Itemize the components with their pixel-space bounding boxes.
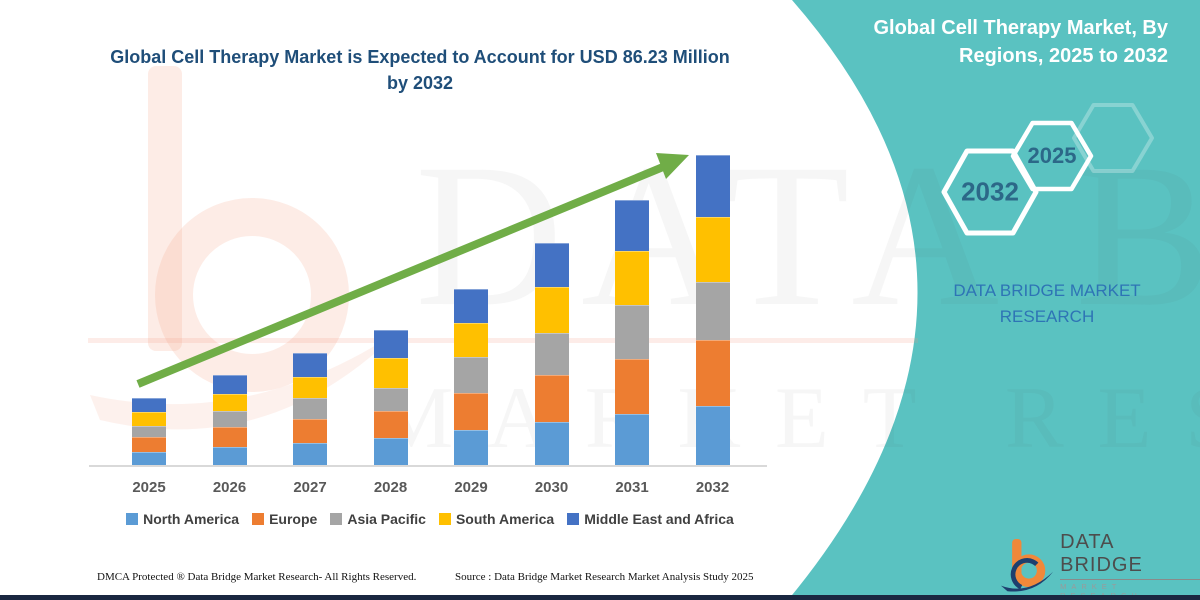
- bar-segment: [293, 418, 327, 444]
- source-note: Source : Data Bridge Market Research Mar…: [455, 571, 754, 583]
- side-panel-title: Global Cell Therapy Market, By Regions, …: [873, 17, 1168, 67]
- legend-swatch: [252, 513, 265, 525]
- dmca-notice: DMCA Protected ® Data Bridge Market Rese…: [97, 571, 417, 583]
- bar-segment: [454, 430, 488, 465]
- page-title: Global Cell Therapy Market is Expected t…: [110, 47, 730, 94]
- hexagon-2025: [1010, 120, 1094, 192]
- bar-segment: [373, 387, 408, 412]
- x-axis-label: 2032: [695, 479, 730, 496]
- bar-segment: [373, 437, 408, 465]
- footer-logo: DATA BRIDGE MARKET RESEARCH: [1000, 531, 1200, 600]
- bar-segment: [695, 405, 730, 465]
- x-axis-label: 2031: [615, 479, 649, 496]
- bar-segment: [534, 421, 569, 465]
- bar-segment: [132, 452, 166, 465]
- legend-label: South America: [455, 511, 555, 527]
- legend-item: Middle East and Africa: [567, 511, 734, 527]
- brand-text: DATA BRIDGE MARKET RESEARCH: [953, 281, 1141, 327]
- x-axis-label: 2026: [212, 479, 247, 496]
- legend-swatch: [567, 513, 580, 525]
- stacked-bar-2025: [132, 398, 166, 465]
- legend-label: Asia Pacific: [347, 511, 426, 527]
- bar-segment: [132, 437, 166, 453]
- bar-segment: [212, 447, 247, 465]
- bar-segment: [293, 398, 327, 419]
- hexagon-2032-label: 2032: [961, 176, 1019, 207]
- bar-segment: [132, 412, 166, 427]
- data-bridge-b-icon: [1000, 538, 1054, 592]
- bar-segment: [695, 282, 730, 341]
- hexagon-2032: [941, 148, 1039, 236]
- bar-segment: [615, 413, 649, 465]
- legend-label: Middle East and Africa: [584, 511, 734, 527]
- bar-segment: [695, 154, 730, 218]
- bar-segment: [212, 427, 247, 448]
- legend-swatch: [126, 513, 139, 525]
- bar-segment: [212, 393, 247, 412]
- hexagon-faint: [1072, 103, 1154, 173]
- legend-item: Europe: [252, 511, 317, 527]
- bar-segment: [373, 411, 408, 438]
- x-axis-label: 2029: [454, 479, 488, 496]
- bar-segment: [132, 426, 166, 438]
- legend-label: Europe: [269, 511, 318, 527]
- legend-item: Asia Pacific: [330, 511, 426, 527]
- footer-logo-text: DATA BRIDGE MARKET RESEARCH: [1060, 531, 1200, 600]
- stacked-bar-2032: [695, 154, 730, 465]
- bar-segment: [454, 393, 488, 431]
- bar-segment: [695, 217, 730, 283]
- bar-segment: [293, 443, 327, 465]
- hexagon-2025-label: 2025: [1027, 143, 1077, 168]
- x-axis-label: 2028: [373, 479, 408, 496]
- legend-swatch: [438, 513, 451, 525]
- footer-logo-title: DATA BRIDGE: [1060, 531, 1200, 580]
- x-axis-label: 2027: [293, 479, 327, 496]
- legend-label: North America: [143, 511, 240, 527]
- x-axis-label: 2025: [132, 479, 166, 496]
- chart-legend: North America Europe Asia Pacific South Ame…: [95, 511, 765, 527]
- legend-item: South America: [438, 511, 555, 527]
- x-axis-line: [89, 465, 767, 467]
- x-axis-label: 2030: [534, 479, 569, 496]
- bar-segment: [695, 340, 730, 406]
- legend-swatch: [330, 513, 343, 525]
- bar-segment: [132, 398, 166, 413]
- bar-segment: [212, 411, 247, 428]
- legend-item: North America: [126, 511, 239, 527]
- bottom-accent-bar: [0, 595, 1200, 600]
